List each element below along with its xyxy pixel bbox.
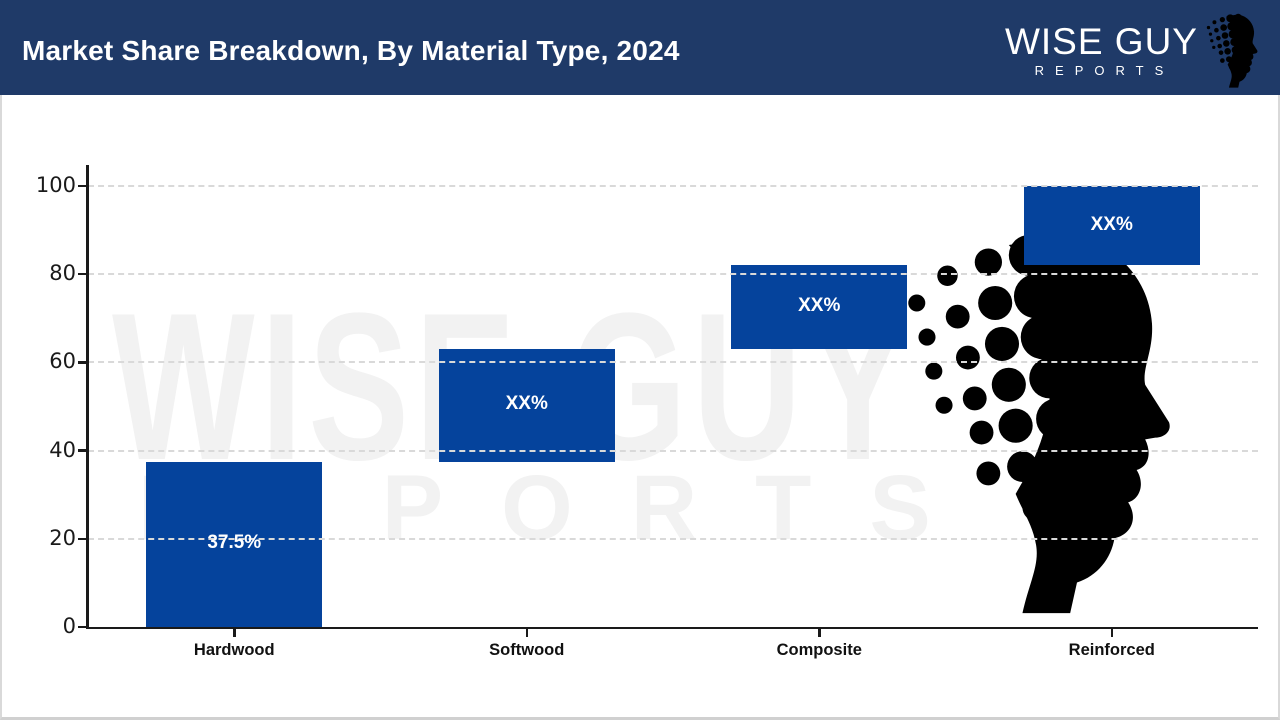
gridline-100: [88, 185, 1258, 187]
y-tick-40: [78, 449, 86, 452]
y-tick-100: [78, 184, 86, 188]
page-title: Market Share Breakdown, By Material Type…: [22, 34, 680, 66]
y-tick-label-100: 100: [35, 173, 76, 197]
x-tick-hardwood: [233, 629, 236, 637]
y-tick-60: [78, 361, 86, 364]
x-axis-line: [86, 626, 1258, 629]
x-tick-reinforced: [1110, 629, 1113, 637]
y-tick-20: [78, 537, 86, 541]
y-tick-label-0: 0: [62, 614, 76, 638]
logo-text: WISE GUY REPORTS: [1005, 23, 1198, 78]
y-tick-label-80: 80: [49, 261, 76, 286]
x-category-label-reinforced: Reinforced: [1068, 641, 1155, 659]
x-category-label-composite: Composite: [776, 641, 862, 659]
header: Market Share Breakdown, By Material Type…: [0, 0, 1280, 95]
y-tick-80: [78, 272, 86, 276]
gridline-60: [88, 361, 1258, 364]
y-tick-0: [78, 625, 86, 629]
bar-reinforced: [1023, 186, 1200, 266]
y-axis-line: [86, 165, 89, 629]
bar-value-label-hardwood: 37.5%: [207, 532, 262, 554]
bar-composite: [731, 265, 908, 350]
gridline-40: [88, 449, 1258, 452]
logo-wordmark: WISE GUY: [1004, 21, 1198, 62]
bar-softwood: [438, 349, 615, 462]
bar-value-label-composite: XX%: [798, 295, 841, 317]
gridline-80: [88, 273, 1258, 276]
wise-guy-logo: WISE GUY REPORTS: [1005, 13, 1258, 89]
x-category-label-softwood: Softwood: [489, 641, 565, 659]
gridline-20: [88, 537, 1258, 540]
logo-subtitle: REPORTS: [1034, 63, 1175, 78]
bar-hardwood: [146, 461, 323, 627]
bar-value-label-reinforced: XX%: [1090, 213, 1133, 235]
logo-face-icon: [1192, 13, 1258, 89]
bar-value-label-softwood: XX%: [505, 393, 548, 415]
x-tick-composite: [818, 629, 821, 637]
x-category-label-hardwood: Hardwood: [193, 641, 275, 659]
x-tick-softwood: [525, 629, 528, 637]
y-tick-label-40: 40: [49, 437, 76, 462]
y-tick-label-60: 60: [49, 349, 76, 374]
y-tick-label-20: 20: [49, 525, 76, 550]
